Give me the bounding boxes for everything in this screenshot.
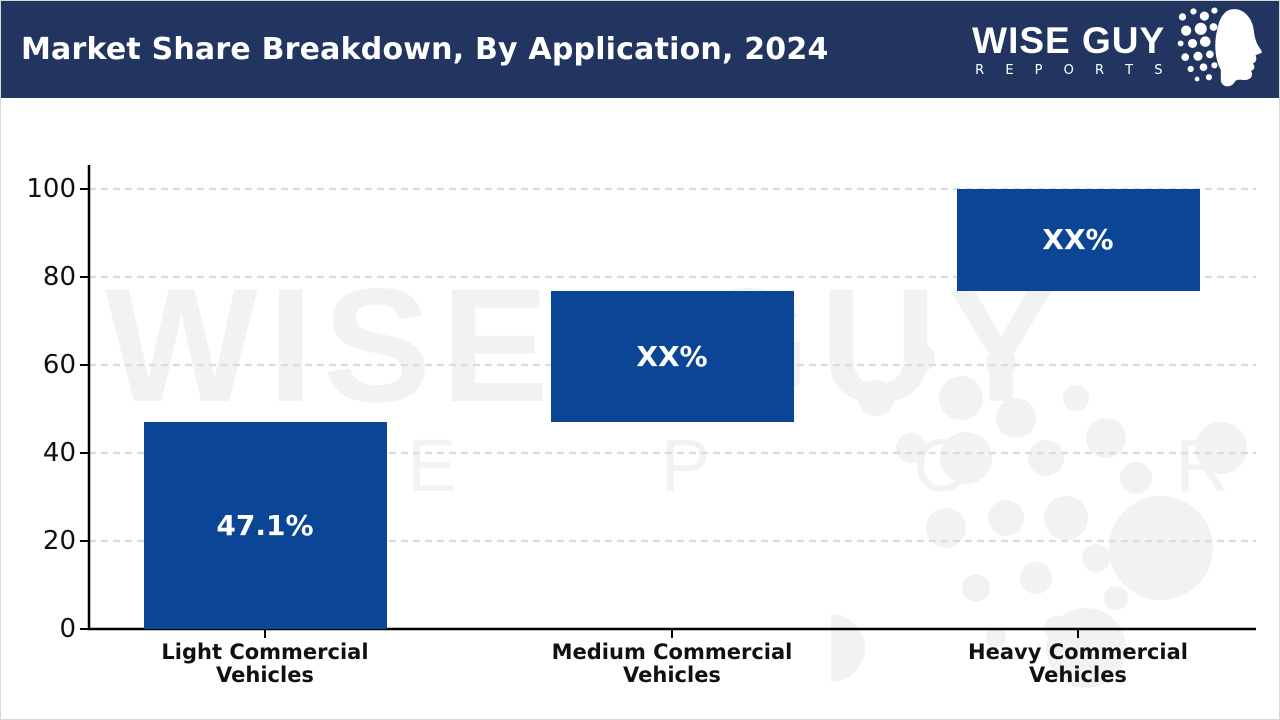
category-label: Medium Commercial Vehicles bbox=[551, 640, 793, 687]
bar-segment: 47.1% bbox=[143, 421, 387, 629]
header-band: Market Share Breakdown, By Application, … bbox=[1, 1, 1279, 98]
brand-logo-text: WISE GUY R E P O R T S bbox=[972, 19, 1171, 78]
brand-logo: WISE GUY R E P O R T S bbox=[972, 6, 1265, 94]
y-tick-label: 0 bbox=[59, 614, 76, 644]
bar-value-label: XX% bbox=[636, 339, 708, 373]
y-tick-label: 40 bbox=[42, 438, 76, 468]
category-label: Light Commercial Vehicles bbox=[161, 640, 369, 687]
y-tick-label: 20 bbox=[42, 526, 76, 556]
y-tick-label: 100 bbox=[26, 174, 76, 204]
brand-name: WISE GUY bbox=[972, 19, 1166, 61]
brand-subtitle: R E P O R T S bbox=[975, 62, 1171, 78]
y-tick-label: 80 bbox=[42, 262, 76, 292]
category-label: Heavy Commercial Vehicles bbox=[968, 640, 1188, 687]
bar-value-label: XX% bbox=[1042, 223, 1114, 257]
page-title: Market Share Breakdown, By Application, … bbox=[21, 32, 829, 67]
bar-value-label: 47.1% bbox=[216, 508, 314, 542]
bar-segment: XX% bbox=[956, 189, 1200, 291]
y-tick-label: 60 bbox=[42, 350, 76, 380]
brand-face-icon bbox=[1173, 6, 1265, 94]
bar-segment: XX% bbox=[550, 290, 794, 422]
